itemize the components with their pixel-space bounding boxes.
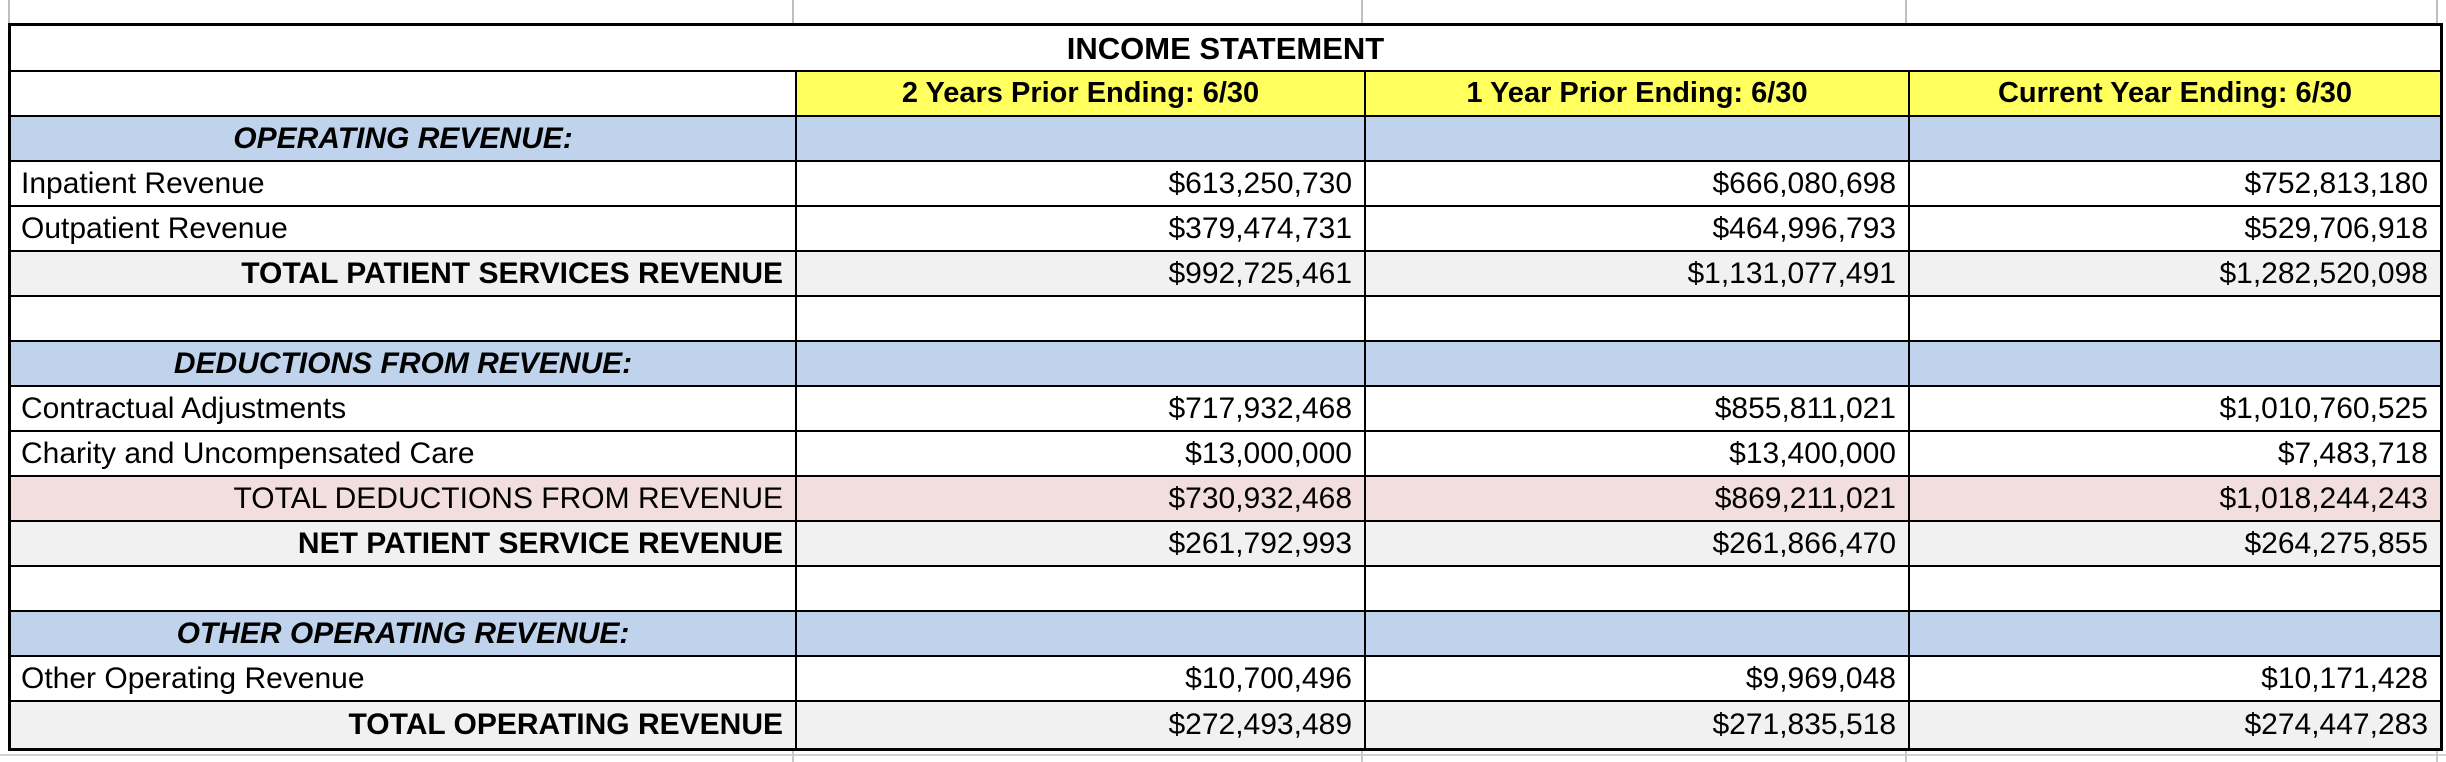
value-cell: $261,792,993: [795, 520, 1364, 565]
row-label: Charity and Uncompensated Care: [11, 430, 795, 475]
value-cell: $261,866,470: [1364, 520, 1908, 565]
value-cell: $869,211,021: [1364, 475, 1908, 520]
empty-cell: [1908, 340, 2440, 385]
column-header-current-year: Current Year Ending: 6/30: [1908, 70, 2440, 115]
empty-cell: [11, 565, 795, 610]
section-header: OTHER OPERATING REVENUE:: [11, 610, 795, 655]
value-cell: $13,000,000: [795, 430, 1364, 475]
value-cell: $274,447,283: [1908, 700, 2440, 748]
gridline: [1361, 0, 1363, 23]
gridline: [1905, 751, 1907, 762]
total-label: TOTAL OPERATING REVENUE: [11, 700, 795, 748]
row-label: Outpatient Revenue: [11, 205, 795, 250]
value-cell: $10,700,496: [795, 655, 1364, 700]
gridline: [1361, 751, 1363, 762]
row-label: Other Operating Revenue: [11, 655, 795, 700]
gridline: [792, 0, 794, 23]
value-cell: $855,811,021: [1364, 385, 1908, 430]
value-cell: $529,706,918: [1908, 205, 2440, 250]
gridline: [792, 751, 794, 762]
value-cell: $271,835,518: [1364, 700, 1908, 748]
row-label: Inpatient Revenue: [11, 160, 795, 205]
value-cell: $992,725,461: [795, 250, 1364, 295]
empty-cell: [11, 295, 795, 340]
page-title: INCOME STATEMENT: [1066, 30, 1385, 66]
value-cell: $1,018,244,243: [1908, 475, 2440, 520]
value-cell: $1,282,520,098: [1908, 250, 2440, 295]
gridline: [2436, 751, 2438, 762]
gridline: [1905, 0, 1907, 23]
value-cell: $13,400,000: [1364, 430, 1908, 475]
empty-cell: [1364, 610, 1908, 655]
value-cell: $464,996,793: [1364, 205, 1908, 250]
section-header: OPERATING REVENUE:: [11, 115, 795, 160]
empty-cell: [1908, 115, 2440, 160]
income-statement-table: INCOME STATEMENT 2 Years Prior Ending: 6…: [8, 23, 2443, 751]
empty-cell: [795, 340, 1364, 385]
empty-cell: [1908, 565, 2440, 610]
value-cell: $613,250,730: [795, 160, 1364, 205]
gridline: [8, 0, 10, 23]
empty-cell: [1364, 295, 1908, 340]
total-label: TOTAL PATIENT SERVICES REVENUE: [11, 250, 795, 295]
gridline: [0, 754, 2446, 756]
value-cell: $666,080,698: [1364, 160, 1908, 205]
value-cell: $272,493,489: [795, 700, 1364, 748]
value-cell: $717,932,468: [795, 385, 1364, 430]
empty-cell: [795, 295, 1364, 340]
column-header-2-years-prior: 2 Years Prior Ending: 6/30: [795, 70, 1364, 115]
empty-cell: [11, 70, 795, 115]
empty-cell: [1908, 295, 2440, 340]
value-cell: $379,474,731: [795, 205, 1364, 250]
empty-cell: [1364, 340, 1908, 385]
column-header-1-year-prior: 1 Year Prior Ending: 6/30: [1364, 70, 1908, 115]
value-cell: $752,813,180: [1908, 160, 2440, 205]
gridline: [2436, 0, 2438, 23]
row-label: Contractual Adjustments: [11, 385, 795, 430]
value-cell: $730,932,468: [795, 475, 1364, 520]
total-label: NET PATIENT SERVICE REVENUE: [11, 520, 795, 565]
empty-cell: [795, 115, 1364, 160]
total-label: TOTAL DEDUCTIONS FROM REVENUE: [11, 475, 795, 520]
empty-cell: [795, 610, 1364, 655]
section-header: DEDUCTIONS FROM REVENUE:: [11, 340, 795, 385]
empty-cell: [1364, 115, 1908, 160]
value-cell: $9,969,048: [1364, 655, 1908, 700]
value-cell: $10,171,428: [1908, 655, 2440, 700]
empty-cell: [1364, 565, 1908, 610]
empty-cell: [1908, 610, 2440, 655]
value-cell: $264,275,855: [1908, 520, 2440, 565]
value-cell: $1,010,760,525: [1908, 385, 2440, 430]
value-cell: $1,131,077,491: [1364, 250, 1908, 295]
value-cell: $7,483,718: [1908, 430, 2440, 475]
empty-cell: [795, 565, 1364, 610]
